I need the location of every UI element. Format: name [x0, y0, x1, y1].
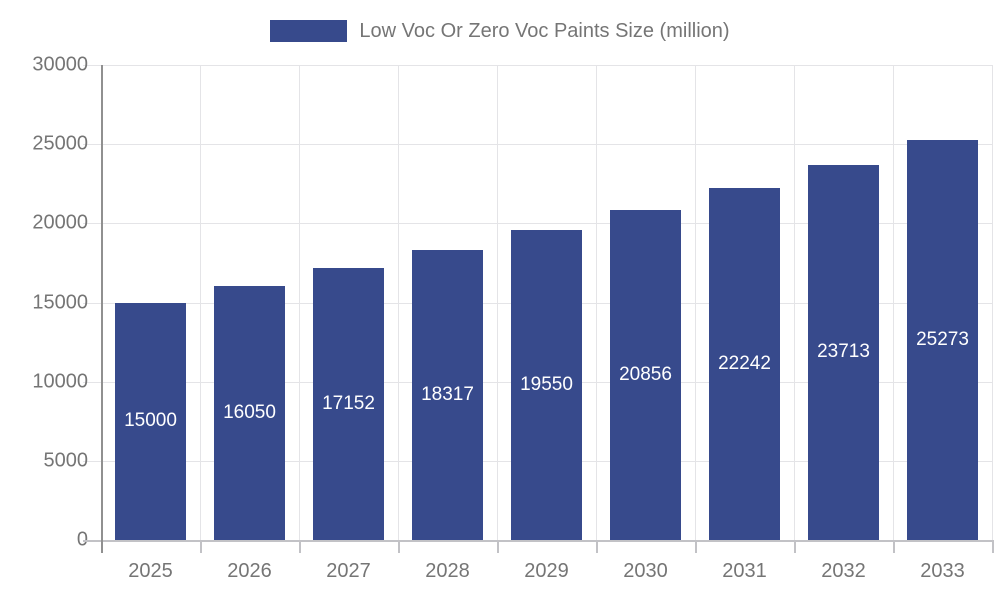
y-tick-label: 0	[76, 528, 88, 551]
y-tick-label: 10000	[32, 370, 88, 393]
h-gridline	[83, 144, 992, 146]
y-tick-label: 30000	[32, 53, 88, 76]
h-gridline	[83, 65, 992, 66]
x-tick-mark	[398, 540, 400, 553]
x-tick-label: 2025	[128, 560, 173, 582]
legend-label[interactable]: Low Voc Or Zero Voc Paints Size (million…	[359, 19, 730, 42]
bar	[511, 230, 582, 540]
x-tick-label: 2030	[623, 560, 668, 582]
bar	[115, 302, 186, 540]
x-tick-label: 2028	[425, 560, 470, 582]
x-tick-mark	[200, 540, 202, 553]
bar-value-label: 18317	[421, 383, 474, 405]
x-tick-mark	[695, 540, 697, 553]
bar-value-label: 16050	[223, 401, 276, 423]
v-gridline	[992, 65, 993, 540]
y-axis-line	[101, 65, 103, 553]
x-tick-label: 2029	[524, 560, 569, 582]
v-gridline	[794, 65, 795, 540]
v-gridline	[893, 65, 894, 540]
bar-value-label: 22242	[718, 352, 771, 374]
bar	[412, 249, 483, 540]
x-axis-line	[83, 540, 992, 542]
y-tick-label: 5000	[43, 449, 89, 472]
bar	[709, 187, 780, 540]
x-tick-label: 2026	[227, 560, 272, 582]
legend: Low Voc Or Zero Voc Paints Size (million…	[0, 14, 1000, 48]
x-tick-mark	[497, 540, 499, 553]
bar-value-label: 17152	[322, 393, 375, 415]
v-gridline	[596, 65, 597, 540]
bar	[214, 285, 285, 540]
v-gridline	[398, 65, 399, 540]
x-tick-mark	[893, 540, 895, 553]
bar-value-label: 19550	[520, 374, 573, 396]
bar-value-label: 15000	[124, 410, 177, 432]
bar-value-label: 20856	[619, 363, 672, 385]
bar	[808, 164, 879, 540]
x-tick-mark	[596, 540, 598, 553]
bar	[313, 268, 384, 540]
bar	[610, 209, 681, 540]
v-gridline	[200, 65, 201, 540]
v-gridline	[695, 65, 696, 540]
bar-value-label: 23713	[817, 341, 870, 363]
x-tick-mark	[299, 540, 301, 553]
h-gridline	[83, 223, 992, 225]
x-tick-label: 2031	[722, 560, 767, 582]
x-tick-mark	[794, 540, 796, 553]
v-gridline	[497, 65, 498, 540]
v-gridline	[299, 65, 300, 540]
y-tick-label: 25000	[32, 132, 88, 155]
y-tick-label: 15000	[32, 291, 88, 313]
x-tick-mark	[992, 540, 994, 553]
x-tick-label: 2032	[821, 560, 866, 582]
x-tick-label: 2033	[920, 560, 965, 582]
bar-value-label: 25273	[916, 328, 969, 350]
bar	[907, 139, 978, 540]
y-tick-label: 20000	[32, 211, 88, 234]
legend-swatch[interactable]	[270, 20, 348, 42]
x-tick-label: 2027	[326, 560, 371, 582]
